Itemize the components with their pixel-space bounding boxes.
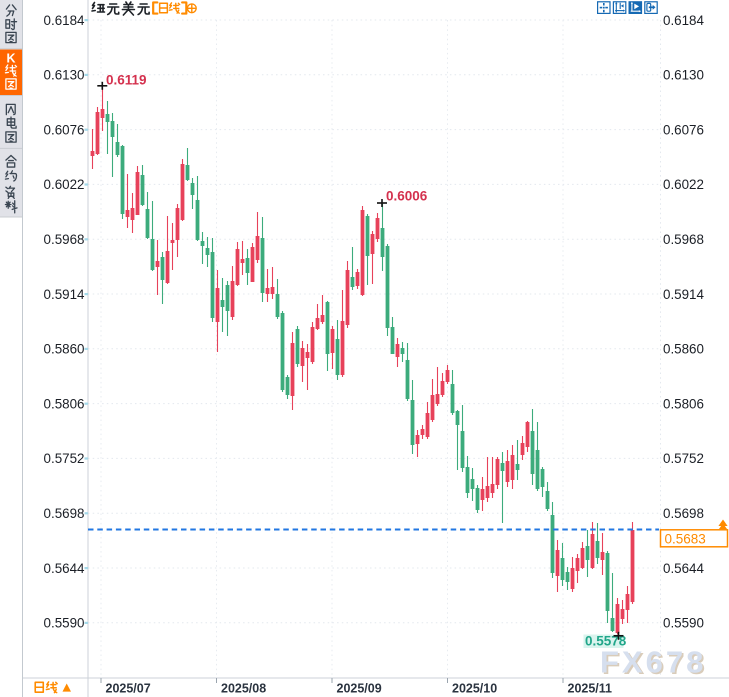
svg-text:0.5644: 0.5644	[663, 561, 705, 576]
svg-text:0.6130: 0.6130	[663, 68, 704, 83]
svg-text:0.5968: 0.5968	[44, 232, 85, 247]
svg-text:0.5752: 0.5752	[44, 451, 85, 466]
svg-text:0.6076: 0.6076	[663, 122, 704, 137]
svg-text:0.5590: 0.5590	[44, 616, 85, 631]
svg-text:0.5698: 0.5698	[663, 506, 704, 521]
svg-text:0.5698: 0.5698	[44, 506, 85, 521]
svg-text:0.6184: 0.6184	[663, 13, 705, 28]
svg-text:0.6022: 0.6022	[44, 177, 85, 192]
svg-text:0.5683: 0.5683	[665, 532, 706, 547]
svg-text:0.6022: 0.6022	[663, 177, 704, 192]
svg-text:2025/07: 2025/07	[106, 682, 151, 696]
svg-text:0.5590: 0.5590	[663, 616, 704, 631]
svg-text:0.6119: 0.6119	[106, 73, 147, 88]
svg-text:0.5752: 0.5752	[663, 451, 704, 466]
svg-text:0.6076: 0.6076	[44, 122, 85, 137]
svg-text:FX678: FX678	[602, 646, 708, 681]
svg-text:0.5860: 0.5860	[663, 342, 704, 357]
svg-text:0.5806: 0.5806	[44, 396, 85, 411]
svg-text:FX678: FX678	[600, 645, 706, 680]
svg-text:0.5644: 0.5644	[44, 561, 86, 576]
svg-text:0.5860: 0.5860	[44, 342, 85, 357]
svg-text:0.5968: 0.5968	[663, 232, 704, 247]
svg-text:0.6130: 0.6130	[44, 68, 85, 83]
svg-text:K: K	[6, 52, 15, 66]
svg-text:2025/09: 2025/09	[337, 682, 382, 696]
svg-text:0.5914: 0.5914	[663, 287, 705, 302]
svg-text:0.5578: 0.5578	[585, 634, 627, 649]
svg-text:2025/10: 2025/10	[452, 682, 497, 696]
svg-text:0.5806: 0.5806	[663, 396, 704, 411]
svg-text:2025/11: 2025/11	[568, 682, 613, 696]
svg-text:0.6006: 0.6006	[386, 189, 428, 204]
svg-text:2025/08: 2025/08	[221, 682, 266, 696]
svg-text:0.6184: 0.6184	[44, 13, 86, 28]
svg-text:0.5914: 0.5914	[44, 287, 86, 302]
